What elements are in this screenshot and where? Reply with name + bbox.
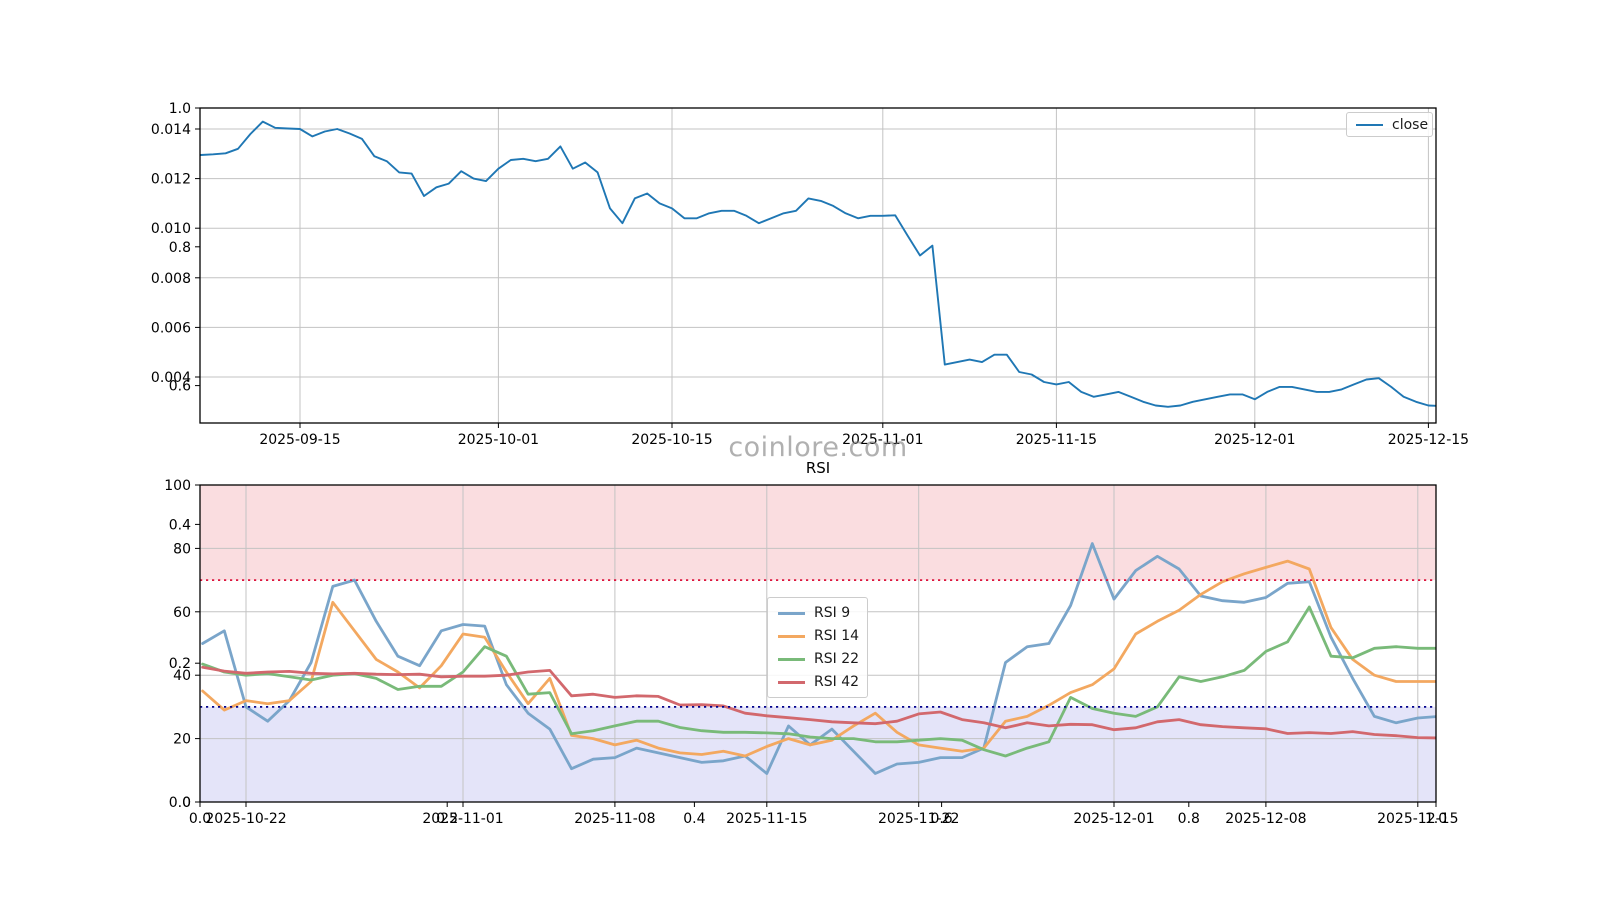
price-y-tick-label: 0.012 [151, 172, 191, 188]
overlay-x-tick-label: 1.0 [1425, 811, 1447, 827]
price-y-tick-label: 0.014 [151, 122, 191, 138]
price-y-tick-label: 0.008 [151, 271, 191, 287]
rsi-y-tick-label: 80 [173, 541, 191, 557]
price-legend: close [1346, 112, 1433, 137]
rsi-legend-item: RSI 14 [778, 628, 860, 644]
rsi-14-line [201, 559, 1436, 758]
rsi-y-tick-label: 0 [182, 795, 191, 811]
overlay-y-tick-label: 1.0 [169, 101, 191, 117]
rsi14-line-swatch [778, 634, 805, 638]
rsi-x-tick-label: 2025-10-22 [205, 811, 286, 827]
rsi-x-tick-label: 2025-11-15 [726, 811, 807, 827]
rsi-y-tick-label: 20 [173, 732, 191, 748]
rsi-axis-ticks: 0 20 40 60 80 100 2025-10-22 2025-11-01 2025-11-… [164, 478, 1458, 827]
price-x-tick-label: 2025-11-15 [1016, 432, 1097, 448]
rsi22-line-swatch [778, 657, 805, 661]
rsi-y-tick-label: 60 [173, 605, 191, 621]
rsi9-legend-label: RSI 9 [814, 605, 851, 621]
rsi-legend-item: RSI 22 [778, 651, 860, 667]
rsi-y-tick-label: 40 [173, 668, 191, 684]
rsi-22-line [201, 605, 1436, 758]
overlay-x-tick-label: 0.4 [683, 811, 705, 827]
price-x-tick-label: 2025-09-15 [259, 432, 340, 448]
rsi-legend: RSI 9 RSI 14 RSI 22 RSI 42 [767, 597, 868, 698]
rsi-x-tick-label: 2025-11-08 [574, 811, 655, 827]
overbought-band [200, 485, 1436, 581]
price-x-tick-label: 2025-10-01 [458, 432, 539, 448]
watermark: coinlore.com [728, 432, 908, 463]
overlay-x-tick-label: 0.0 [189, 811, 211, 827]
close-line [200, 120, 1436, 408]
rsi42-line-swatch [778, 680, 805, 684]
rsi-chart-title: RSI [805, 459, 831, 477]
overlay-y-tick-label: 0.8 [169, 240, 191, 256]
rsi-legend-item: RSI 9 [778, 605, 857, 621]
rsi-42-line [201, 665, 1436, 740]
rsi42-legend-label: RSI 42 [814, 674, 860, 690]
rsi-x-tick-label: 2025-11-22 [878, 811, 959, 827]
price-series [200, 120, 1436, 408]
rsi-x-tick-label: 2025-12-01 [1073, 811, 1154, 827]
rsi-x-tick-label: 2025-12-15 [1377, 811, 1458, 827]
overlay-y-tick-label: 0.6 [169, 379, 191, 395]
price-legend-label: close [1392, 116, 1429, 133]
rsi-legend-item: RSI 42 [778, 674, 860, 690]
overlay-y-tick-label: 0.2 [169, 656, 191, 672]
price-x-tick-label: 2025-10-15 [631, 432, 712, 448]
rsi14-legend-label: RSI 14 [814, 628, 860, 644]
price-axes-frame [199, 107, 1437, 424]
close-line-swatch [1356, 123, 1383, 126]
rsi-y-tick-label: 100 [164, 478, 191, 494]
price-y-tick-label: 0.010 [151, 221, 191, 237]
overlay-y-tick-label: 0.4 [169, 517, 191, 533]
overlay-x-tick-label: 0.6 [930, 811, 952, 827]
rsi-x-tick-label: 2025-11-01 [422, 811, 503, 827]
rsi-axes-frame [199, 484, 1437, 803]
price-x-tick-label: 2025-12-15 [1388, 432, 1469, 448]
rsi-series [201, 542, 1436, 775]
oversold-band [200, 706, 1436, 802]
price-y-tick-label: 0.006 [151, 320, 191, 336]
rsi22-legend-label: RSI 22 [814, 651, 860, 667]
price-chart: 0.004 0.006 0.008 0.010 0.012 0.014 2025-09-15… [151, 107, 1469, 448]
overlay-y-tick-label: 0.0 [169, 795, 191, 811]
price-gridlines [200, 108, 1436, 423]
rsi-x-tick-label: 2025-12-08 [1225, 811, 1306, 827]
rsi9-line-swatch [778, 611, 805, 615]
overlay-x-tick-label: 0.2 [436, 811, 458, 827]
price-axis-ticks: 0.004 0.006 0.008 0.010 0.012 0.014 2025-09-15… [151, 122, 1469, 448]
overlay-axis: 0.0 0.2 0.4 0.6 0.8 1.0 0.0 0.2 0.4 0.6 0.8 1.0 [169, 101, 1447, 827]
price-y-tick-label: 0.004 [151, 370, 191, 386]
price-x-tick-label: 2025-12-01 [1214, 432, 1295, 448]
price-x-tick-label: 2025-11-01 [842, 432, 923, 448]
rsi-chart: 0 20 40 60 80 100 2025-10-22 2025-11-01 2025-11-… [164, 478, 1458, 827]
overlay-x-tick-label: 0.8 [1178, 811, 1200, 827]
